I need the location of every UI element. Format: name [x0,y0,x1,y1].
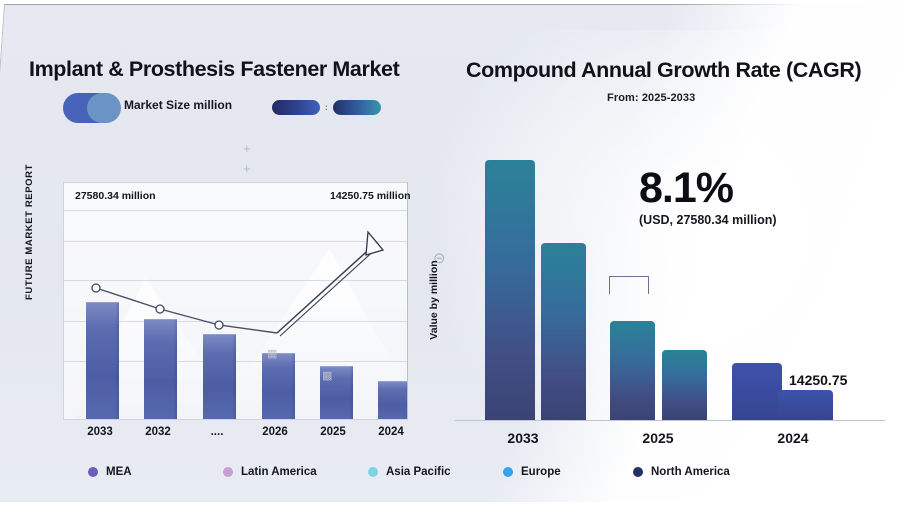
legend-dot-latin-america [223,467,233,477]
plus-mark-icon: + [243,141,251,156]
data-label-2024: 14250.75 [789,372,848,388]
growth-arrow-shaft-2 [279,246,379,337]
trend-line-overlay [91,230,385,337]
minus-circle-icon: ⊝ [433,250,446,267]
bar-2025-low [662,350,707,420]
bar-2025 [320,366,353,419]
bar-2033-high [485,160,535,420]
legend-label-latin-america: Latin America [241,466,317,478]
market-size-label: Market Size million [124,98,233,112]
left-y-axis-title: FUTURE MARKET REPORT [24,163,35,301]
bar-2024 [378,381,407,419]
legend-label-europe: Europe [521,466,561,478]
left-chart-title: Implant & Prosthesis Fastener Market [29,57,400,81]
xtick-left-3: 2026 [262,426,288,438]
cagr-basis: (USD, 27580.34 million) [639,213,777,227]
xtick-right-0: 2033 [507,430,539,446]
legend-label-asia-pacific: Asia Pacific [386,466,451,478]
legend-label-north-america: North America [651,466,730,478]
legend-dot-mea [88,467,98,477]
right-y-axis-title: Value by million [428,260,440,340]
growth-arrow-head [365,230,385,256]
xtick-left-5: 2024 [378,426,404,438]
left-end-value-label: 14250.75 million [330,190,411,202]
bar-2025-high [610,321,655,420]
bar-2033 [86,302,119,419]
logo-lobe-right [87,93,121,123]
bar-2024-high [732,363,782,420]
trend-polyline [95,287,278,334]
chart-glyph-icon: ▩ [322,370,333,382]
xtick-left-0: 2033 [87,426,113,438]
gridline [64,321,407,322]
overlapping-circles-logo [63,93,121,123]
trend-marker [155,304,165,314]
xtick-right-1: 2025 [642,430,674,446]
right-chart-title: Compound Annual Growth Rate (CAGR) [466,58,862,82]
growth-arrow-shaft [276,243,376,334]
right-chart-baseline [455,420,885,421]
legend-dot-europe [503,467,513,477]
trend-marker [214,320,224,330]
pill-swatch-primary [272,100,320,115]
bar-2024-low [778,390,833,420]
legend-label-mea: MEA [106,466,132,478]
xtick-left-4: 2025 [320,426,346,438]
plus-mark-icon: + [243,161,251,176]
gridline [64,210,407,211]
legend-dot-asia-pacific [368,467,378,477]
xtick-left-1: 2032 [145,426,171,438]
left-chart-plot: ▦ ▩ [63,182,408,420]
gridline [64,280,407,281]
legend-item-asia-pacific[interactable]: Asia Pacific [368,466,503,478]
document-glyph-icon: ▦ [267,348,278,360]
legend-item-north-america[interactable]: North America [633,466,730,478]
bar-2032 [144,319,177,419]
gridline [64,241,407,242]
bar-dots [203,334,236,419]
pill-separator: : [325,103,328,112]
xtick-right-2: 2024 [777,430,809,446]
bar-2026 [262,353,295,419]
right-chart-subtitle: From: 2025-2033 [607,92,696,104]
legend-item-europe[interactable]: Europe [503,466,633,478]
legend-item-latin-america[interactable]: Latin America [223,466,368,478]
cagr-value: 8.1% [639,164,734,212]
connector-elbow [609,276,649,294]
pill-swatch-secondary [332,100,381,115]
legend-item-mea[interactable]: MEA [88,466,223,478]
xtick-left-2: .... [210,426,224,438]
region-legend: MEA Latin America Asia Pacific Europe No… [88,466,788,478]
gradient-pill-legend: : [272,100,381,115]
legend-dot-north-america [633,467,643,477]
left-start-value-label: 27580.34 million [75,190,156,202]
trend-marker [91,283,101,293]
bar-2033-low [541,243,586,420]
